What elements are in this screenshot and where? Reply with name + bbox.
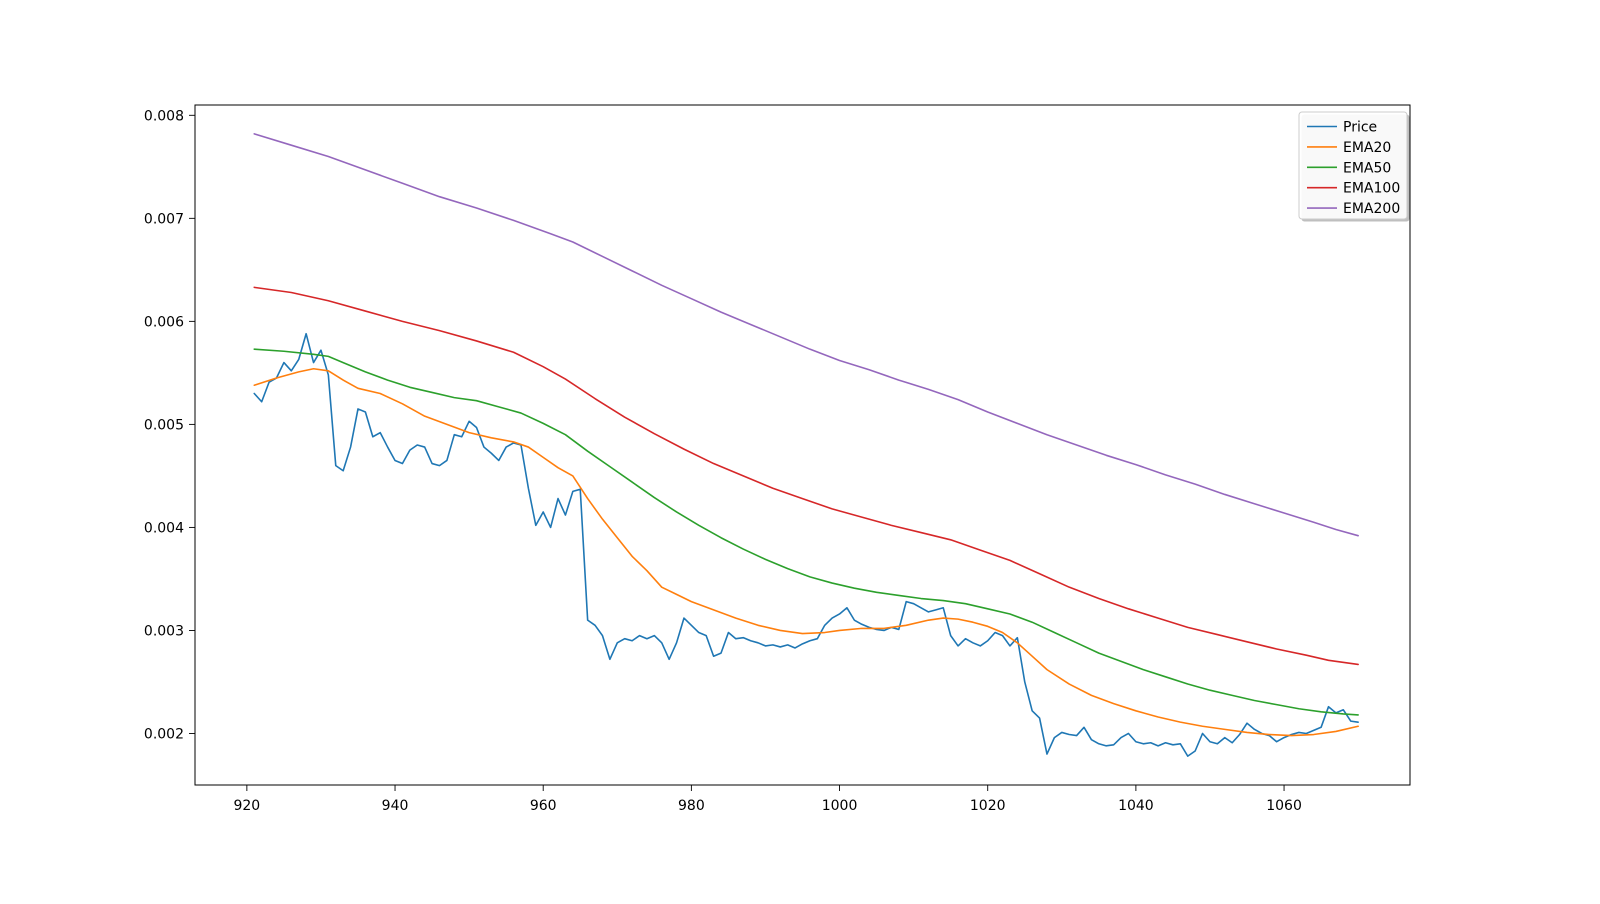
legend-item-ema100: EMA100 [1307, 181, 1400, 197]
y-tick-label: 0.005 [144, 417, 184, 433]
y-tick-label: 0.002 [144, 726, 184, 742]
y-tick-label: 0.003 [144, 623, 184, 639]
x-tick-label: 1040 [1118, 798, 1154, 814]
y-tick-label: 0.004 [144, 520, 184, 536]
x-tick-label: 960 [530, 798, 557, 814]
x-tick-label: 1060 [1266, 798, 1302, 814]
legend-label: EMA100 [1343, 181, 1400, 197]
y-tick-label: 0.006 [144, 314, 184, 330]
legend-item-ema50: EMA50 [1307, 160, 1391, 176]
series-line-price [253, 332, 1359, 757]
legend-label: EMA200 [1343, 201, 1400, 217]
x-tick-label: 980 [678, 798, 705, 814]
legend-item-price: Price [1307, 120, 1377, 136]
plot-border [194, 104, 1411, 786]
legend-frame [1298, 111, 1408, 220]
legend-label: Price [1343, 120, 1377, 136]
x-tick-label: 1020 [970, 798, 1006, 814]
x-tick-label: 920 [233, 798, 260, 814]
y-tick-label: 0.007 [144, 211, 184, 227]
legend-label: EMA50 [1343, 160, 1391, 176]
y-tick-label: 0.008 [144, 108, 184, 124]
series-line-ema100 [253, 286, 1359, 666]
series-line-ema20 [253, 367, 1359, 737]
x-tick-label: 940 [382, 798, 409, 814]
x-tick-label: 1000 [822, 798, 858, 814]
legend-label: EMA20 [1343, 140, 1391, 156]
legend-item-ema200: EMA200 [1307, 201, 1400, 217]
legend-item-ema20: EMA20 [1307, 140, 1391, 156]
legend: Price EMA20 EMA50 EMA100 EMA200 [1298, 111, 1410, 222]
series-line-ema200 [253, 133, 1359, 537]
series-line-ema50 [253, 348, 1359, 716]
